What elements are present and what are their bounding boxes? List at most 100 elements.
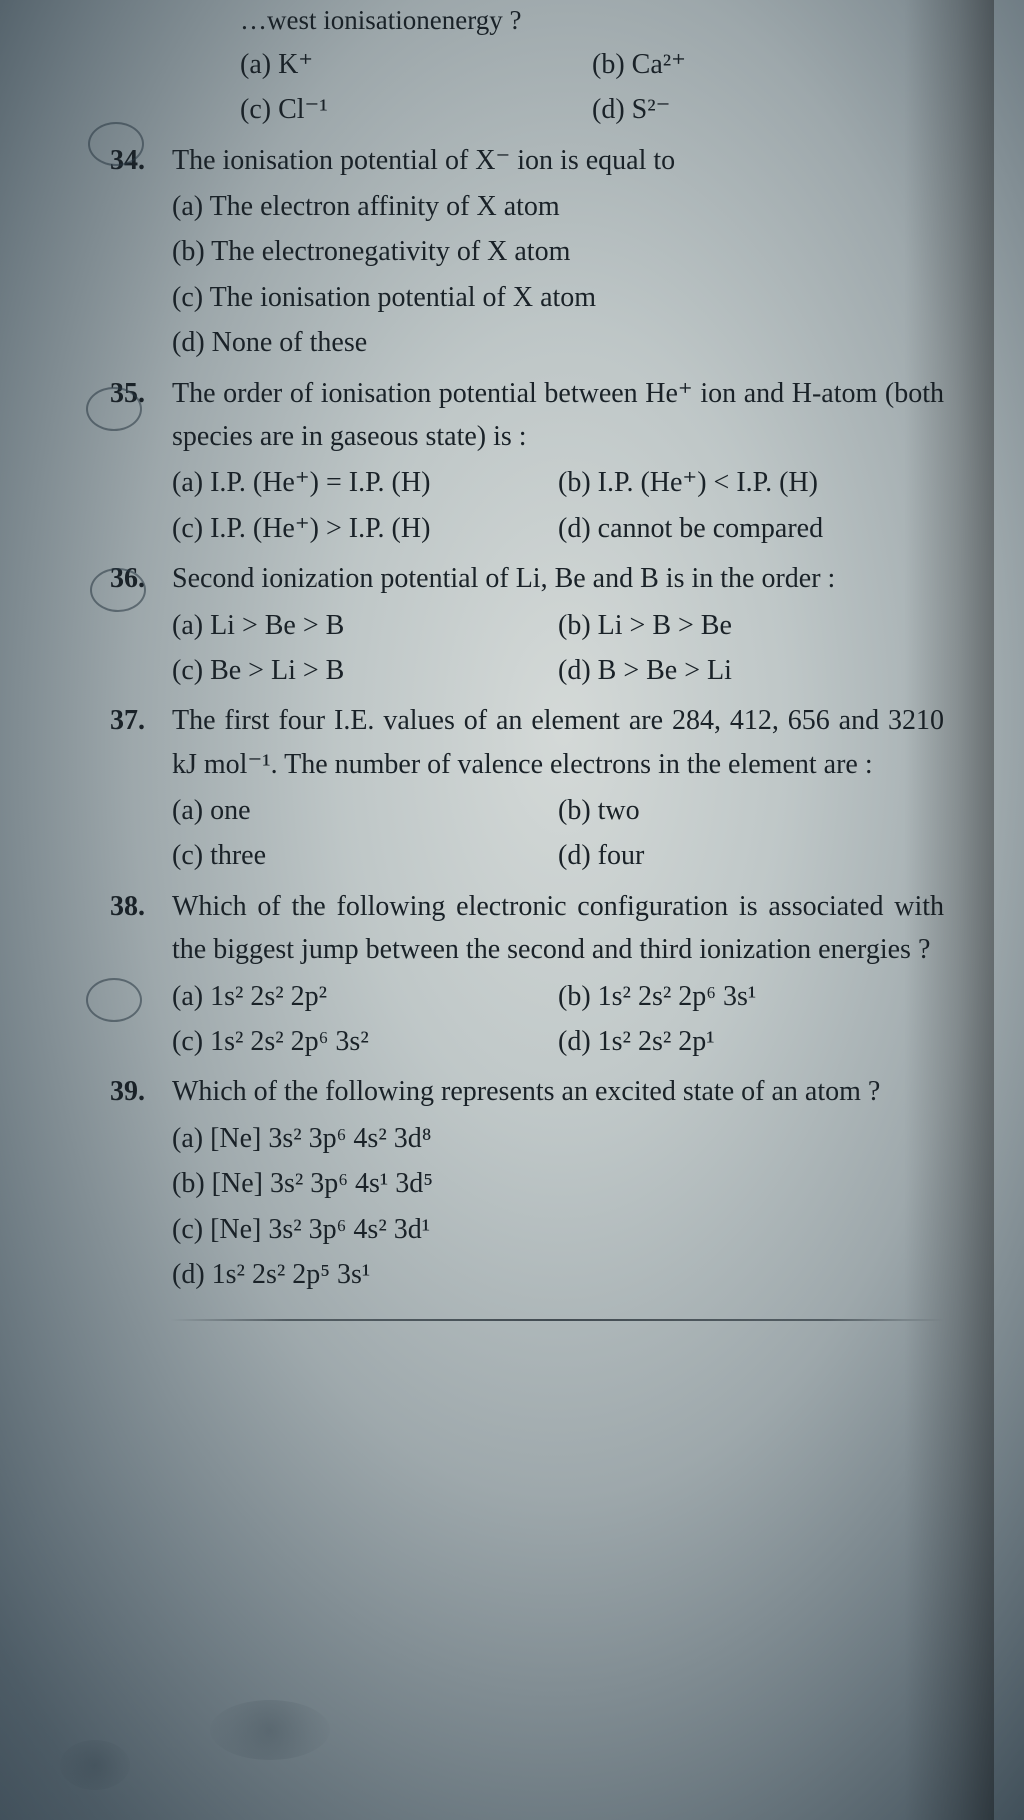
option-a: (a) K⁺ <box>240 42 592 87</box>
option-label: (a) <box>172 610 203 641</box>
option-c: (c) Be > Li > B <box>172 648 558 693</box>
question-35: 35. The order of ionisation potential be… <box>110 372 944 552</box>
option-label: (b) <box>558 610 591 641</box>
option-value: The ionisation potential of X atom <box>210 282 596 313</box>
option-c: (c) [Ne] 3s² 3p⁶ 4s² 3d¹ <box>172 1207 944 1252</box>
option-value: I.P. (He⁺) = I.P. (H) <box>210 467 430 498</box>
option-b: (b) Ca²⁺ <box>592 42 944 87</box>
option-label: (d) <box>558 655 591 686</box>
question-number: 38. <box>110 885 172 928</box>
option-label: (d) <box>558 840 591 871</box>
option-value: K⁺ <box>278 49 313 80</box>
option-label: (a) <box>172 981 203 1012</box>
option-label: (b) <box>172 236 205 267</box>
question-39: 39. Which of the following represents an… <box>110 1070 944 1297</box>
option-value: S²⁻ <box>632 94 671 125</box>
question-stem: Second ionization potential of Li, Be an… <box>172 557 944 600</box>
option-d: (d) B > Be > Li <box>558 648 944 693</box>
question-number: 39. <box>110 1070 172 1113</box>
option-value: B > Be > Li <box>598 655 732 686</box>
option-label: (c) <box>240 94 271 125</box>
partial-question-fragment: …west ionisationenergy ? <box>240 0 944 42</box>
option-value: cannot be compared <box>598 513 823 544</box>
question-options: (a) The electron affinity of X atom (b) … <box>172 184 944 366</box>
option-value: [Ne] 3s² 3p⁶ 4s² 3d¹ <box>210 1214 430 1245</box>
option-a: (a) I.P. (He⁺) = I.P. (H) <box>172 460 558 505</box>
option-label: (c) <box>172 282 203 313</box>
option-b: (b) I.P. (He⁺) < I.P. (H) <box>558 460 944 505</box>
option-d: (d) 1s² 2s² 2p⁵ 3s¹ <box>172 1252 944 1297</box>
question-options: (a) 1s² 2s² 2p² (b) 1s² 2s² 2p⁶ 3s¹ (c) … <box>172 974 944 1065</box>
question-stem: Which of the following represents an exc… <box>172 1070 944 1113</box>
option-label: (d) <box>592 94 625 125</box>
option-value: 1s² 2s² 2p² <box>210 981 327 1012</box>
question-options: (a) I.P. (He⁺) = I.P. (H) (b) I.P. (He⁺)… <box>172 460 944 551</box>
option-b: (b) [Ne] 3s² 3p⁶ 4s¹ 3d⁵ <box>172 1161 944 1206</box>
option-b: (b) Li > B > Be <box>558 603 944 648</box>
option-value: two <box>598 795 640 826</box>
option-value: 1s² 2s² 2p⁶ 3s¹ <box>598 981 757 1012</box>
option-label: (a) <box>172 191 203 222</box>
option-value: 1s² 2s² 2p⁶ 3s² <box>210 1026 369 1057</box>
option-value: [Ne] 3s² 3p⁶ 4s¹ 3d⁵ <box>212 1168 433 1199</box>
option-c: (c) 1s² 2s² 2p⁶ 3s² <box>172 1019 558 1064</box>
option-b: (b) The electronegativity of X atom <box>172 229 944 274</box>
option-label: (b) <box>558 795 591 826</box>
option-label: (d) <box>172 327 205 358</box>
option-d: (d) cannot be compared <box>558 506 944 551</box>
option-label: (b) <box>172 1168 205 1199</box>
option-label: (d) <box>558 513 591 544</box>
option-value: Cl⁻¹ <box>278 94 328 125</box>
option-d: (d) 1s² 2s² 2p¹ <box>558 1019 944 1064</box>
option-label: (a) <box>172 1123 203 1154</box>
question-options: (a) [Ne] 3s² 3p⁶ 4s² 3d⁸ (b) [Ne] 3s² 3p… <box>172 1116 944 1298</box>
question-34: 34. The ionisation potential of X⁻ ion i… <box>110 139 944 366</box>
option-value: one <box>210 795 250 826</box>
option-label: (c) <box>172 655 203 686</box>
question-options: (a) one (b) two (c) three (d) four <box>172 788 944 879</box>
option-value: 1s² 2s² 2p⁵ 3s¹ <box>212 1259 371 1290</box>
option-value: Be > Li > B <box>210 655 344 686</box>
option-a: (a) one <box>172 788 558 833</box>
option-value: Ca²⁺ <box>632 49 686 80</box>
question-37: 37. The first four I.E. values of an ele… <box>110 699 944 879</box>
option-d: (d) S²⁻ <box>592 87 944 132</box>
option-c: (c) I.P. (He⁺) > I.P. (H) <box>172 506 558 551</box>
question-options: (a) Li > Be > B (b) Li > B > Be (c) Be >… <box>172 603 944 694</box>
option-label: (a) <box>172 467 203 498</box>
question-stem: The order of ionisation potential betwee… <box>172 372 944 459</box>
question-38: 38. Which of the following electronic co… <box>110 885 944 1065</box>
question-stem: The ionisation potential of X⁻ ion is eq… <box>172 139 944 182</box>
option-label: (d) <box>172 1259 205 1290</box>
worksheet-page: …west ionisationenergy ? (a) K⁺ (b) Ca²⁺… <box>0 0 1024 1820</box>
option-value: [Ne] 3s² 3p⁶ 4s² 3d⁸ <box>210 1123 431 1154</box>
option-label: (c) <box>172 1026 203 1057</box>
option-c: (c) The ionisation potential of X atom <box>172 275 944 320</box>
option-a: (a) [Ne] 3s² 3p⁶ 4s² 3d⁸ <box>172 1116 944 1161</box>
question-number: 35. <box>110 372 172 415</box>
option-value: None of these <box>212 327 368 358</box>
option-b: (b) two <box>558 788 944 833</box>
option-value: three <box>210 840 266 871</box>
question-36: 36. Second ionization potential of Li, B… <box>110 557 944 693</box>
option-value: The electronegativity of X atom <box>211 236 570 267</box>
option-value: Li > B > Be <box>598 610 732 641</box>
question-number: 37. <box>110 699 172 742</box>
option-a: (a) Li > Be > B <box>172 603 558 648</box>
option-value: Li > Be > B <box>210 610 344 641</box>
option-a: (a) 1s² 2s² 2p² <box>172 974 558 1019</box>
option-label: (b) <box>592 49 625 80</box>
option-c: (c) Cl⁻¹ <box>240 87 592 132</box>
option-label: (c) <box>172 513 203 544</box>
option-a: (a) The electron affinity of X atom <box>172 184 944 229</box>
option-d: (d) None of these <box>172 320 944 365</box>
option-value: The electron affinity of X atom <box>210 191 560 222</box>
option-b: (b) 1s² 2s² 2p⁶ 3s¹ <box>558 974 944 1019</box>
option-c: (c) three <box>172 833 558 878</box>
question-stem: The first four I.E. values of an element… <box>172 699 944 786</box>
question-stem: Which of the following electronic config… <box>172 885 944 972</box>
option-value: 1s² 2s² 2p¹ <box>598 1026 715 1057</box>
option-label: (b) <box>558 981 591 1012</box>
option-label: (c) <box>172 1214 203 1245</box>
option-label: (d) <box>558 1026 591 1057</box>
